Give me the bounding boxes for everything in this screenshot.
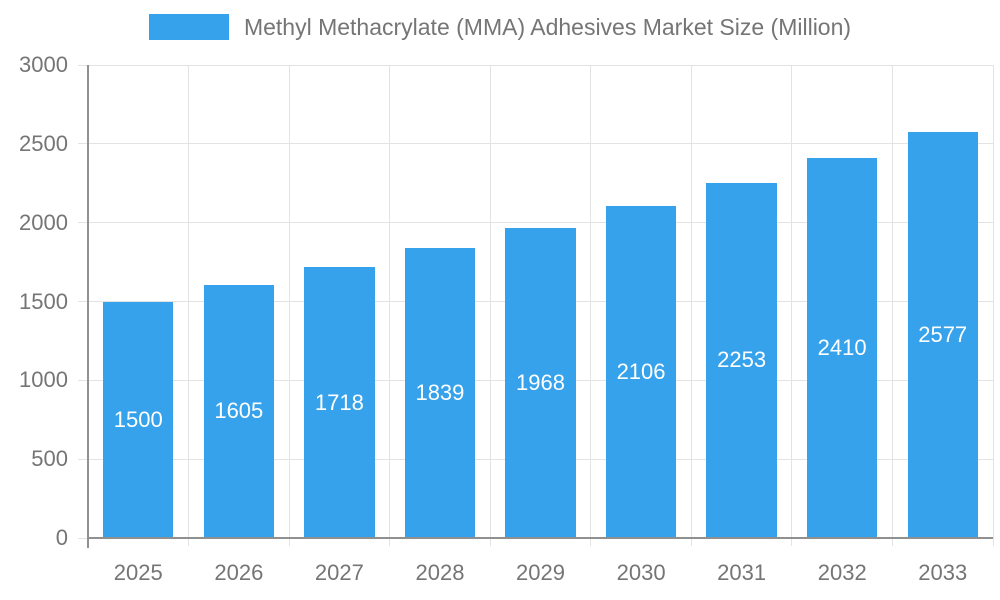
bar-2030: 2106 [605,205,677,538]
vertical-gridline [992,65,994,546]
x-axis-tick-label: 2030 [616,560,666,585]
y-axis-tick-labels: 0 500 1000 1500 2000 2500 3000 [0,52,76,550]
bar-2025: 1500 [103,301,174,538]
bar-2028: 1839 [404,248,476,538]
bar-2029: 1968 [505,227,576,538]
x-axis-tick-label: 2033 [918,560,968,585]
y-axis-tick-label: 3000 [19,52,68,77]
x-axis-tick-label: 2026 [214,560,264,585]
horizontal-gridline [78,64,993,66]
x-axis-line [88,537,993,539]
x-axis-tick-label: 2032 [817,560,867,585]
horizontal-gridline [78,143,993,145]
bar-value-label: 2577 [918,321,968,347]
x-axis-tick-label: 2027 [314,560,364,585]
x-axis-tick-label: 2028 [415,560,465,585]
bar-value-label: 2253 [717,347,767,373]
bar-value-label: 1605 [214,398,264,424]
y-axis-tick-label: 0 [55,525,68,550]
x-axis-tick-labels: 2025 2026 2027 2028 2029 2030 2031 2032 2033 [88,554,993,592]
y-axis-tick-label: 1000 [19,367,68,393]
vertical-gridline [489,65,491,546]
x-axis-tick-label: 2029 [516,560,565,585]
bar-2026: 1605 [203,284,274,538]
bar-value-label: 2106 [616,358,666,384]
x-axis-tick-label: 2025 [113,560,163,585]
bar-value-label: 1968 [516,369,565,395]
y-axis-line [87,65,89,548]
bar-value-label: 1500 [113,406,163,432]
vertical-gridline [791,65,793,546]
horizontal-gridline [78,222,993,224]
y-axis-tick-label: 500 [31,446,68,472]
y-axis-tick-label: 1500 [19,288,68,314]
vertical-gridline [590,65,592,546]
bar-value-label: 2410 [817,335,867,361]
legend-series-label: Methyl Methacrylate (MMA) Adhesives Mark… [243,14,852,40]
plot-area: 1500 1605 1718 1839 1968 2106 2253 2410 2577 [78,64,994,548]
legend-swatch [148,14,229,40]
bar-2027: 1718 [304,267,375,538]
x-axis-tick-label: 2031 [717,560,767,585]
y-axis-tick-label: 2000 [19,209,68,235]
vertical-gridline [188,65,190,546]
bar-value-label: 1839 [415,380,465,406]
vertical-gridline [891,65,893,546]
chart-legend: Methyl Methacrylate (MMA) Adhesives Mark… [0,14,1000,40]
vertical-gridline [389,65,391,546]
bar-2033: 2577 [907,131,978,538]
vertical-gridline [288,65,290,546]
y-axis-tick-label: 2500 [19,130,68,156]
bar-value-label: 1718 [314,389,364,415]
bar-2032: 2410 [806,158,878,538]
bar-2031: 2253 [706,182,777,538]
vertical-gridline [690,65,692,546]
